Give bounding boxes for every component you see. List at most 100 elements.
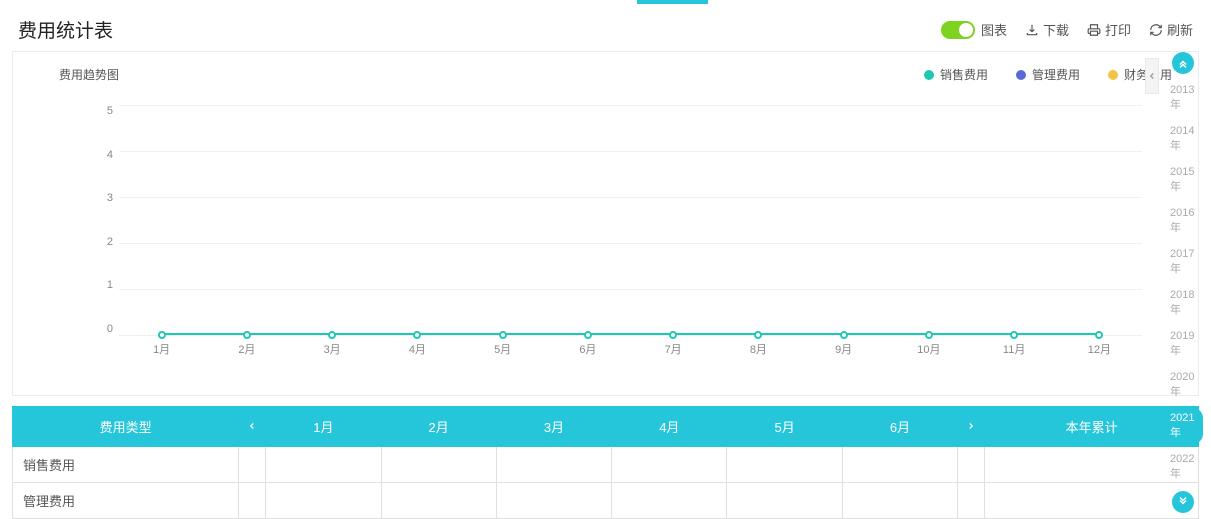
cell xyxy=(381,447,496,483)
year-item[interactable]: 2019年 xyxy=(1163,326,1203,362)
y-tick-label: 5 xyxy=(95,105,113,117)
toggle-knob xyxy=(959,23,973,37)
legend-item[interactable]: 管理费用 xyxy=(1016,66,1080,83)
chart-area: 543210 1月2月3月4月5月6月7月8月9月10月11月12月 xyxy=(119,105,1142,335)
y-tick-label: 2 xyxy=(95,236,113,248)
cell xyxy=(842,483,957,519)
cell xyxy=(958,447,985,483)
cell xyxy=(612,447,727,483)
year-item[interactable]: 2014年 xyxy=(1163,121,1203,157)
page-title: 费用统计表 xyxy=(18,16,113,43)
top-stripe xyxy=(637,0,708,4)
cell xyxy=(266,483,381,519)
year-nav-up[interactable] xyxy=(1172,52,1194,74)
chart-toggle[interactable] xyxy=(941,21,975,39)
year-item[interactable]: 2018年 xyxy=(1163,285,1203,321)
cell xyxy=(842,447,957,483)
legend-item[interactable]: 销售费用 xyxy=(924,66,988,83)
chart-panel: 费用趋势图 销售费用管理费用财务费用 543210 1月2月3月4月5月6月7月… xyxy=(12,51,1199,396)
year-item[interactable]: 2016年 xyxy=(1163,203,1203,239)
row-label: 管理费用 xyxy=(13,483,239,519)
cell xyxy=(266,447,381,483)
refresh-button[interactable]: 刷新 xyxy=(1149,20,1193,39)
cell xyxy=(381,483,496,519)
chart-toggle-label: 图表 xyxy=(981,20,1007,39)
table-header-month: 1月 xyxy=(266,407,381,447)
table-header-month: 3月 xyxy=(496,407,611,447)
legend-dot xyxy=(1016,70,1026,80)
grid-line xyxy=(119,105,1142,106)
y-axis: 5 4 3 2 1 0 xyxy=(95,105,113,335)
print-icon xyxy=(1087,23,1101,37)
grid xyxy=(119,105,1142,335)
data-point[interactable] xyxy=(840,331,848,339)
data-point[interactable] xyxy=(158,331,166,339)
data-point[interactable] xyxy=(584,331,592,339)
table-row: 销售费用 xyxy=(13,447,1199,483)
year-item[interactable]: 2020年 xyxy=(1163,367,1203,403)
refresh-label: 刷新 xyxy=(1167,20,1193,39)
row-label: 销售费用 xyxy=(13,447,239,483)
data-point[interactable] xyxy=(669,331,677,339)
y-tick-label: 3 xyxy=(95,192,113,204)
table-nav-next[interactable] xyxy=(958,407,985,447)
grid-line xyxy=(119,197,1142,198)
x-tick-label: 6月 xyxy=(545,341,630,357)
data-point[interactable] xyxy=(328,331,336,339)
print-label: 打印 xyxy=(1105,20,1131,39)
chart-toggle-wrap: 图表 xyxy=(941,20,1007,39)
toolbar: 图表 下载 打印 刷新 xyxy=(941,20,1193,39)
table-row: 管理费用 xyxy=(13,483,1199,519)
chevron-right-icon xyxy=(1147,71,1157,81)
y-tick-label: 0 xyxy=(95,323,113,335)
collapse-chevron[interactable] xyxy=(1145,58,1159,94)
data-point[interactable] xyxy=(754,331,762,339)
y-tick-label: 1 xyxy=(95,279,113,291)
cell xyxy=(496,447,611,483)
download-icon xyxy=(1025,23,1039,37)
chevron-double-down-icon xyxy=(1177,496,1189,508)
cell xyxy=(496,483,611,519)
cell xyxy=(727,447,842,483)
year-item[interactable]: 2022年 xyxy=(1163,449,1203,485)
legend-dot xyxy=(1108,70,1118,80)
data-point[interactable] xyxy=(1010,331,1018,339)
x-tick-label: 8月 xyxy=(716,341,801,357)
header: 费用统计表 图表 下载 打印 刷新 xyxy=(0,0,1211,51)
download-button[interactable]: 下载 xyxy=(1025,20,1069,39)
legend-label: 管理费用 xyxy=(1032,66,1080,83)
x-tick-label: 10月 xyxy=(886,341,971,357)
print-button[interactable]: 打印 xyxy=(1087,20,1131,39)
cell xyxy=(958,483,985,519)
grid-line xyxy=(119,151,1142,152)
data-point[interactable] xyxy=(413,331,421,339)
refresh-icon xyxy=(1149,23,1163,37)
chevron-double-up-icon xyxy=(1177,57,1189,69)
data-point[interactable] xyxy=(243,331,251,339)
table-header-month: 2月 xyxy=(381,407,496,447)
year-item[interactable]: 2015年 xyxy=(1163,162,1203,198)
grid-line xyxy=(119,335,1142,336)
cell xyxy=(727,483,842,519)
data-table: 费用类型1月2月3月4月5月6月本年累计 销售费用管理费用 xyxy=(12,406,1199,519)
x-tick-label: 12月 xyxy=(1057,341,1142,357)
download-label: 下载 xyxy=(1043,20,1069,39)
x-tick-label: 1月 xyxy=(119,341,204,357)
year-item[interactable]: 2013年 xyxy=(1163,80,1203,116)
table-header-type: 费用类型 xyxy=(13,407,239,447)
table-nav-prev[interactable] xyxy=(239,407,266,447)
y-tick-label: 4 xyxy=(95,149,113,161)
year-item[interactable]: 2017年 xyxy=(1163,244,1203,280)
year-item[interactable]: 2021年 xyxy=(1163,408,1203,444)
data-point[interactable] xyxy=(499,331,507,339)
table-head: 费用类型1月2月3月4月5月6月本年累计 xyxy=(13,407,1199,447)
table-header-month: 6月 xyxy=(842,407,957,447)
cell xyxy=(239,447,266,483)
chevron-left-icon xyxy=(247,421,257,431)
x-tick-label: 11月 xyxy=(972,341,1057,357)
data-point[interactable] xyxy=(1095,331,1103,339)
data-point[interactable] xyxy=(925,331,933,339)
cell xyxy=(239,483,266,519)
cell xyxy=(612,483,727,519)
year-panel: 2013年 2014年 2015年 2016年 2017年 2018年 2019年 2020年… xyxy=(1163,52,1203,513)
